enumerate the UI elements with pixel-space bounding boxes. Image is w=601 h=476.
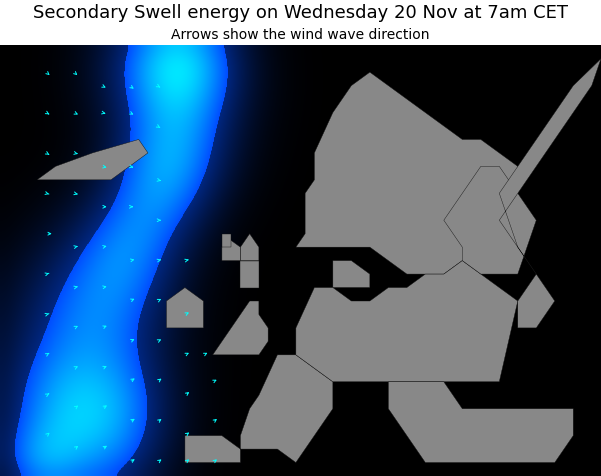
Polygon shape <box>222 234 231 247</box>
Polygon shape <box>222 240 240 260</box>
Polygon shape <box>166 288 203 328</box>
Text: Secondary Swell energy on Wednesday 20 Nov at 7am CET: Secondary Swell energy on Wednesday 20 N… <box>33 4 568 22</box>
Polygon shape <box>444 167 536 274</box>
Polygon shape <box>296 72 518 274</box>
Polygon shape <box>333 260 370 288</box>
Polygon shape <box>240 234 259 260</box>
Polygon shape <box>213 301 268 355</box>
Polygon shape <box>185 355 333 463</box>
Polygon shape <box>240 260 259 288</box>
Polygon shape <box>388 382 573 463</box>
Text: Arrows show the wind wave direction: Arrows show the wind wave direction <box>171 28 430 42</box>
Polygon shape <box>296 260 518 382</box>
Polygon shape <box>499 59 601 328</box>
Polygon shape <box>37 139 148 180</box>
